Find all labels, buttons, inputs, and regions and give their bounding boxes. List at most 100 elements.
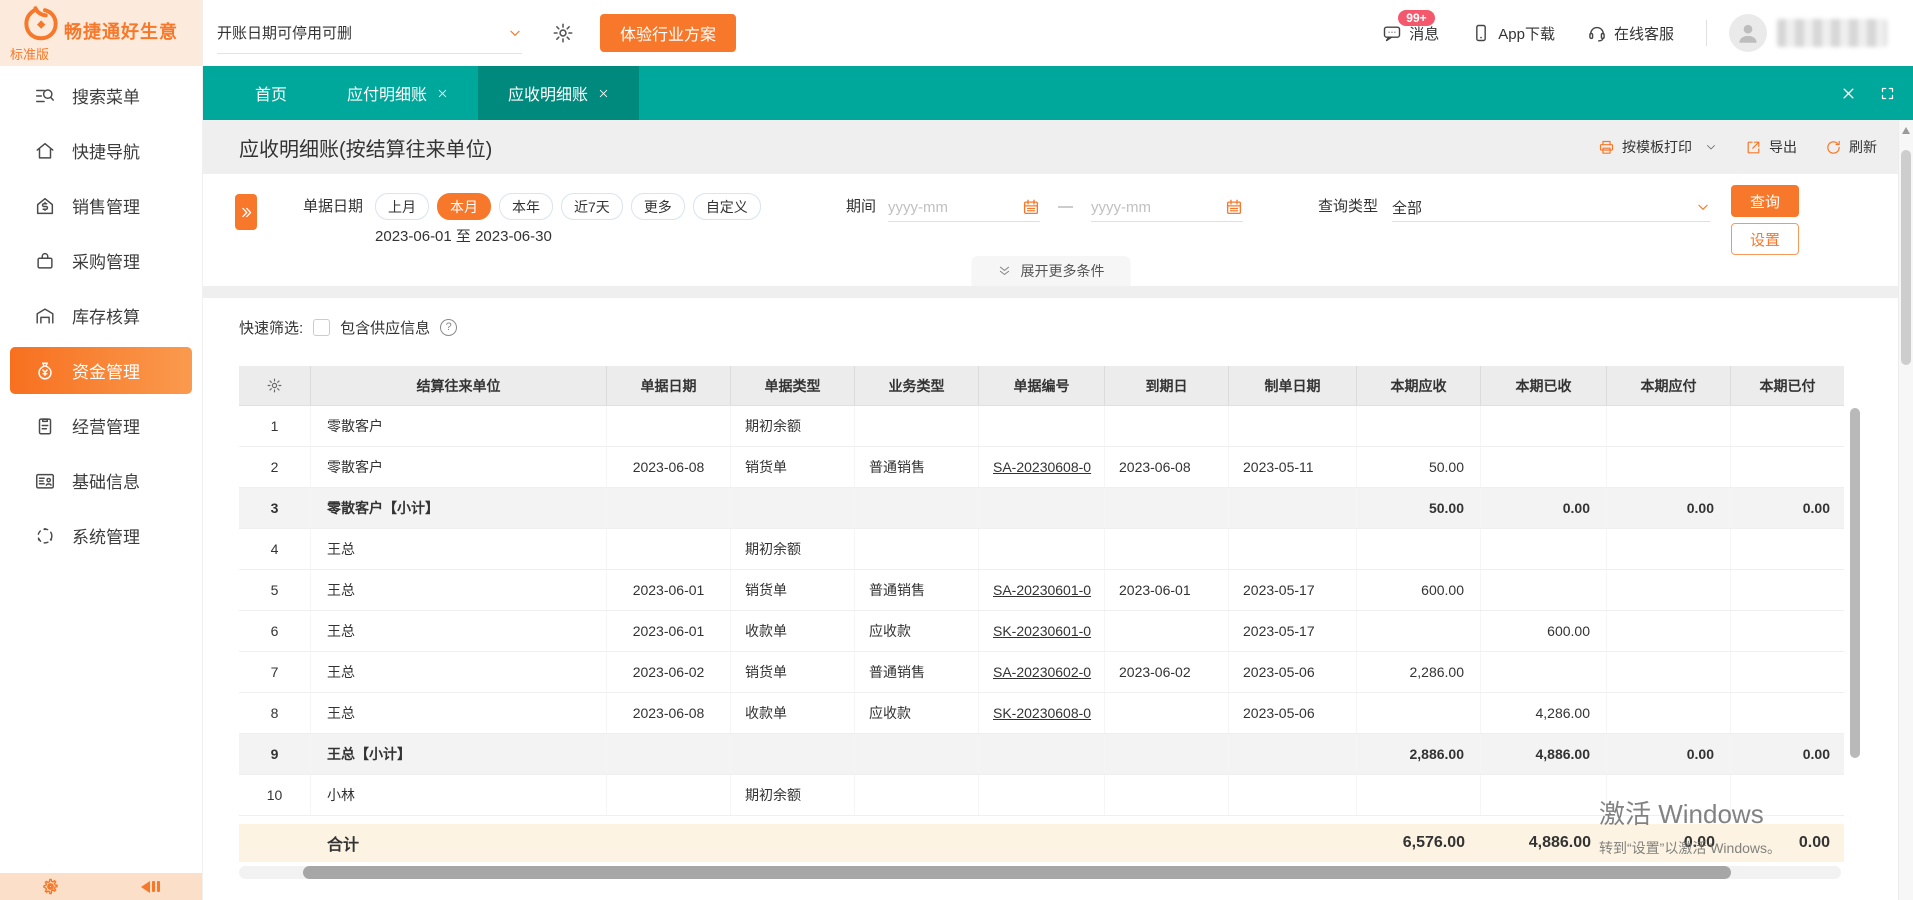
print-by-template-button[interactable]: 按模板打印 — [1598, 137, 1717, 157]
calendar-icon[interactable] — [1225, 198, 1243, 216]
account-set-select[interactable]: 开账日期可停用可删 — [217, 13, 522, 54]
username-blurred[interactable] — [1777, 19, 1887, 47]
period-start-placeholder: yyyy-mm — [888, 198, 949, 216]
column-settings-icon[interactable] — [266, 377, 283, 394]
query-type-select[interactable]: 全部 — [1392, 193, 1711, 222]
column-header[interactable]: 本期应收 — [1357, 366, 1481, 405]
table-row[interactable]: 10 小林 期初余额 — [239, 775, 1844, 816]
date-pill[interactable]: 本年 — [499, 193, 554, 220]
column-header[interactable]: 结算往来单位 — [311, 366, 607, 405]
date-pill[interactable]: 更多 — [630, 193, 685, 220]
column-header[interactable]: 业务类型 — [855, 366, 979, 405]
range-separator: — — [1058, 198, 1074, 215]
tab-payable-ledger[interactable]: 应付明细账 — [317, 66, 478, 120]
column-header[interactable]: 制单日期 — [1229, 366, 1357, 405]
sidebar-item-sales[interactable]: 销售管理 — [0, 178, 202, 233]
column-header[interactable]: 到期日 — [1105, 366, 1229, 405]
date-pill[interactable]: 近7天 — [561, 193, 623, 220]
date-pill[interactable]: 上月 — [375, 193, 430, 220]
refresh-icon — [1827, 140, 1840, 154]
table-row[interactable]: 9 王总【小计】 2,886.00 4,886.00 0.00 0.00 — [239, 734, 1844, 775]
cell-biz_type: 普通销售 — [855, 447, 979, 487]
column-header[interactable]: 本期应付 — [1607, 366, 1731, 405]
period-start-input[interactable]: yyyy-mm — [888, 193, 1041, 222]
total-receivable: 6,576.00 — [1402, 834, 1465, 851]
doc-no-link[interactable]: SK-20230608-0 — [993, 705, 1092, 721]
industry-solution-button[interactable]: 体验行业方案 — [600, 14, 737, 52]
export-button[interactable]: 导出 — [1745, 137, 1797, 157]
doc-date-filter: 单据日期 上月 本月 本年 近7天 更多 自定义 2023-06-01 至 2023-06… — [303, 193, 761, 246]
window-scrollbar[interactable] — [1898, 120, 1913, 900]
close-tab-icon[interactable] — [598, 88, 609, 99]
horizontal-scrollbar-thumb[interactable] — [303, 866, 1731, 879]
sidebar-item-purchase[interactable]: 采购管理 — [0, 233, 202, 288]
close-tab-icon[interactable] — [437, 88, 448, 99]
app-download-button[interactable]: App下载 — [1471, 23, 1555, 44]
sidebar-item-search-menu[interactable]: 搜索菜单 — [0, 68, 202, 123]
cell-biz_type: 普通销售 — [855, 570, 979, 610]
date-pill[interactable]: 本月 — [437, 193, 492, 220]
filter-expander-button[interactable] — [235, 194, 257, 230]
table-row[interactable]: 7 王总 2023-06-02 销货单 普通销售 SA-20230602-0 2023-06… — [239, 652, 1844, 693]
page-title: 应收明细账(按结算往来单位) — [239, 138, 493, 161]
sidebar-item-system[interactable]: 系统管理 — [0, 508, 202, 563]
include-supply-label[interactable]: 包含供应信息 — [340, 319, 431, 337]
content-panel: 快速筛选: 包含供应信息 ? 结算往来单位 单据日期 单据类型 业务类型 单 — [203, 298, 1899, 900]
messages-button[interactable]: 消息 99+ — [1382, 9, 1439, 44]
column-header[interactable]: 本期已付 — [1759, 377, 1816, 394]
sidebar-item-quick-nav[interactable]: 快捷导航 — [0, 123, 202, 178]
avatar[interactable] — [1729, 14, 1767, 52]
table-horizontal-scrollbar[interactable] — [239, 866, 1841, 879]
cell-paid — [1731, 406, 1844, 446]
column-header[interactable]: 单据类型 — [731, 366, 855, 405]
table-row[interactable]: 3 零散客户【小计】 50.00 0.00 0.00 0.00 — [239, 488, 1844, 529]
tab-label: 首页 — [255, 87, 288, 104]
table-vertical-scrollbar[interactable] — [1850, 408, 1860, 758]
expand-more-conditions[interactable]: 展开更多条件 — [971, 256, 1131, 286]
cell-recvd — [1481, 652, 1607, 692]
sidebar-item-label: 销售管理 — [72, 198, 140, 217]
search-button[interactable]: 查询 — [1731, 185, 1799, 217]
sidebar-item-inventory[interactable]: 库存核算 — [0, 288, 202, 343]
doc-no-link[interactable]: SK-20230601-0 — [993, 623, 1092, 639]
cell-make_date — [1229, 488, 1357, 528]
settings-button[interactable]: 设置 — [1731, 223, 1799, 255]
column-header[interactable]: 本期已收 — [1481, 366, 1607, 405]
table-row[interactable]: 6 王总 2023-06-01 收款单 应收款 SK-20230601-0 2023-05-… — [239, 611, 1844, 652]
table-row[interactable]: 4 王总 期初余额 — [239, 529, 1844, 570]
doc-no-link[interactable]: SA-20230608-0 — [993, 459, 1092, 475]
online-service-button[interactable]: 在线客服 — [1587, 23, 1674, 44]
cell-num: 3 — [239, 488, 311, 528]
tab-home[interactable]: 首页 — [225, 66, 317, 120]
scroll-up-arrow-icon[interactable] — [1902, 127, 1910, 134]
table-row[interactable]: 1 零散客户 期初余额 — [239, 406, 1844, 447]
column-header[interactable]: 单据日期 — [607, 366, 731, 405]
table-row[interactable]: 2 零散客户 2023-06-08 销货单 普通销售 SA-20230608-0 2023-… — [239, 447, 1844, 488]
date-pill[interactable]: 自定义 — [692, 193, 761, 220]
fullscreen-icon[interactable] — [1880, 86, 1895, 101]
calendar-icon[interactable] — [1022, 198, 1040, 216]
refresh-button[interactable]: 刷新 — [1825, 137, 1877, 157]
sidebar-item-base-info[interactable]: 基础信息 — [0, 453, 202, 508]
sidebar-item-funds[interactable]: 资金管理 — [10, 347, 192, 394]
sidebar-item-operations[interactable]: 经营管理 — [0, 398, 202, 453]
tab-receivable-ledger[interactable]: 应收明细账 — [478, 66, 640, 120]
cell-doc_date: 2023-06-01 — [607, 570, 731, 610]
help-icon[interactable]: ? — [440, 318, 458, 336]
doc-no-link[interactable]: SA-20230601-0 — [993, 582, 1092, 598]
close-all-icon[interactable] — [1841, 86, 1856, 101]
include-supply-checkbox[interactable] — [313, 318, 331, 336]
chevron-down-icon[interactable] — [1705, 141, 1717, 153]
gear-icon[interactable] — [552, 22, 574, 44]
doc-no-link[interactable]: SA-20230602-0 — [993, 664, 1092, 680]
period-end-input[interactable]: yyyy-mm — [1091, 193, 1244, 222]
total-payable: 0.00 — [1683, 834, 1715, 851]
cell-doc_date: 2023-06-01 — [607, 611, 731, 651]
window-scrollbar-thumb[interactable] — [1901, 150, 1911, 365]
collapse-sidebar-icon[interactable] — [141, 880, 160, 893]
column-header[interactable]: 单据编号 — [979, 366, 1105, 405]
sidebar-footer — [0, 873, 202, 900]
settings-gear-icon[interactable] — [42, 878, 59, 895]
table-row[interactable]: 5 王总 2023-06-01 销货单 普通销售 SA-20230601-0 2023-06… — [239, 570, 1844, 611]
table-row[interactable]: 8 王总 2023-06-08 收款单 应收款 SK-20230608-0 2023-05-… — [239, 693, 1844, 734]
